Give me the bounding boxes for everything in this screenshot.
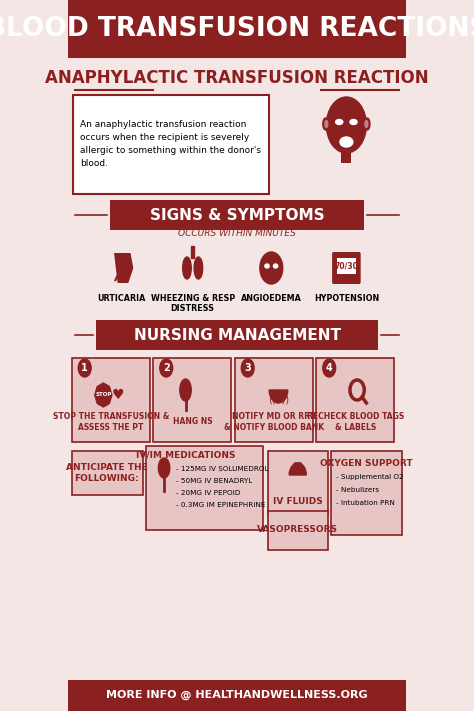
Text: RECHECK BLOOD TAGS
& LABELS: RECHECK BLOOD TAGS & LABELS — [307, 412, 404, 432]
Wedge shape — [269, 390, 288, 403]
Text: ((•)): ((•)) — [268, 395, 289, 405]
Circle shape — [323, 359, 336, 377]
FancyArrow shape — [294, 463, 301, 473]
Text: 2: 2 — [163, 363, 170, 373]
Ellipse shape — [194, 257, 203, 279]
FancyBboxPatch shape — [332, 252, 361, 284]
Circle shape — [78, 359, 91, 377]
Ellipse shape — [340, 137, 353, 147]
Ellipse shape — [350, 119, 357, 124]
FancyBboxPatch shape — [73, 95, 269, 194]
Circle shape — [260, 252, 283, 284]
FancyBboxPatch shape — [72, 358, 150, 442]
Text: An anaphylactic transfusion reaction
occurs when the recipient is severely
aller: An anaphylactic transfusion reaction occ… — [81, 119, 262, 169]
Text: ANGIOEDEMA: ANGIOEDEMA — [241, 294, 302, 303]
Text: SIGNS & SYMPTOMS: SIGNS & SYMPTOMS — [150, 208, 324, 223]
FancyBboxPatch shape — [337, 258, 356, 274]
Text: ANAPHYLACTIC TRANSFUSION REACTION: ANAPHYLACTIC TRANSFUSION REACTION — [45, 69, 429, 87]
FancyBboxPatch shape — [235, 358, 313, 442]
Text: - Intubation PRN: - Intubation PRN — [336, 500, 394, 506]
Text: - 125MG IV SOLUMEDROL: - 125MG IV SOLUMEDROL — [176, 466, 269, 472]
FancyBboxPatch shape — [110, 200, 364, 230]
FancyBboxPatch shape — [96, 320, 378, 350]
Text: IV FLUIDS: IV FLUIDS — [273, 496, 323, 506]
Text: ♥: ♥ — [111, 388, 124, 402]
Text: 1: 1 — [82, 363, 88, 373]
FancyBboxPatch shape — [316, 358, 394, 442]
FancyBboxPatch shape — [68, 0, 406, 58]
Text: OCCURS WITHIN MINUTES: OCCURS WITHIN MINUTES — [178, 228, 296, 237]
FancyBboxPatch shape — [268, 451, 328, 515]
Text: OXYGEN SUPPORT: OXYGEN SUPPORT — [320, 459, 413, 468]
Text: NOTIFY MD OR RRT
& NOTIFY BLOOD BANK: NOTIFY MD OR RRT & NOTIFY BLOOD BANK — [224, 412, 324, 432]
FancyBboxPatch shape — [268, 511, 328, 550]
Text: - 50MG IV BENADRYL: - 50MG IV BENADRYL — [176, 478, 253, 484]
FancyBboxPatch shape — [68, 680, 406, 711]
Text: ANTICIPATE THE
FOLLOWING:: ANTICIPATE THE FOLLOWING: — [66, 464, 148, 483]
Ellipse shape — [265, 264, 269, 268]
Text: VASOPRESSORS: VASOPRESSORS — [257, 525, 338, 535]
Text: BLOOD TRANSFUSION REACTIONS: BLOOD TRANSFUSION REACTIONS — [0, 16, 474, 42]
Text: MORE INFO @ HEALTHANDWELLNESS.ORG: MORE INFO @ HEALTHANDWELLNESS.ORG — [106, 690, 368, 700]
Polygon shape — [114, 253, 133, 283]
Text: - 0.3MG IM EPINEPHRINE: - 0.3MG IM EPINEPHRINE — [176, 502, 266, 508]
Circle shape — [160, 359, 173, 377]
Text: WHEEZING & RESP
DISTRESS: WHEEZING & RESP DISTRESS — [151, 294, 235, 314]
Text: - Nebulizers: - Nebulizers — [336, 487, 379, 493]
Ellipse shape — [365, 120, 368, 127]
Ellipse shape — [273, 264, 278, 268]
FancyBboxPatch shape — [331, 451, 402, 535]
Circle shape — [241, 359, 254, 377]
Text: STOP THE TRANSFUSION &
ASSESS THE PT: STOP THE TRANSFUSION & ASSESS THE PT — [53, 412, 169, 432]
Text: - Supplemental O2: - Supplemental O2 — [336, 474, 403, 480]
Text: NURSING MANAGEMENT: NURSING MANAGEMENT — [134, 328, 340, 343]
Ellipse shape — [325, 120, 328, 127]
FancyBboxPatch shape — [154, 358, 231, 442]
Ellipse shape — [182, 257, 191, 279]
FancyBboxPatch shape — [146, 446, 264, 530]
Text: 3: 3 — [245, 363, 251, 373]
Text: 70/30: 70/30 — [335, 262, 358, 270]
FancyBboxPatch shape — [341, 151, 351, 163]
Wedge shape — [289, 463, 306, 475]
Text: HANG NS: HANG NS — [173, 417, 212, 427]
Bar — [191, 246, 194, 258]
Text: URTICARIA: URTICARIA — [97, 294, 146, 303]
Ellipse shape — [336, 119, 343, 124]
Circle shape — [327, 97, 366, 153]
Text: STOP: STOP — [95, 392, 111, 397]
Text: 4: 4 — [326, 363, 333, 373]
Text: IV/IM MEDICATIONS: IV/IM MEDICATIONS — [136, 451, 235, 459]
Ellipse shape — [323, 118, 328, 130]
Text: HYPOTENSION: HYPOTENSION — [314, 294, 379, 303]
Ellipse shape — [180, 379, 191, 401]
Ellipse shape — [364, 118, 370, 130]
Text: - 20MG IV PEPOID: - 20MG IV PEPOID — [176, 490, 241, 496]
FancyBboxPatch shape — [72, 451, 143, 495]
Ellipse shape — [158, 458, 170, 478]
